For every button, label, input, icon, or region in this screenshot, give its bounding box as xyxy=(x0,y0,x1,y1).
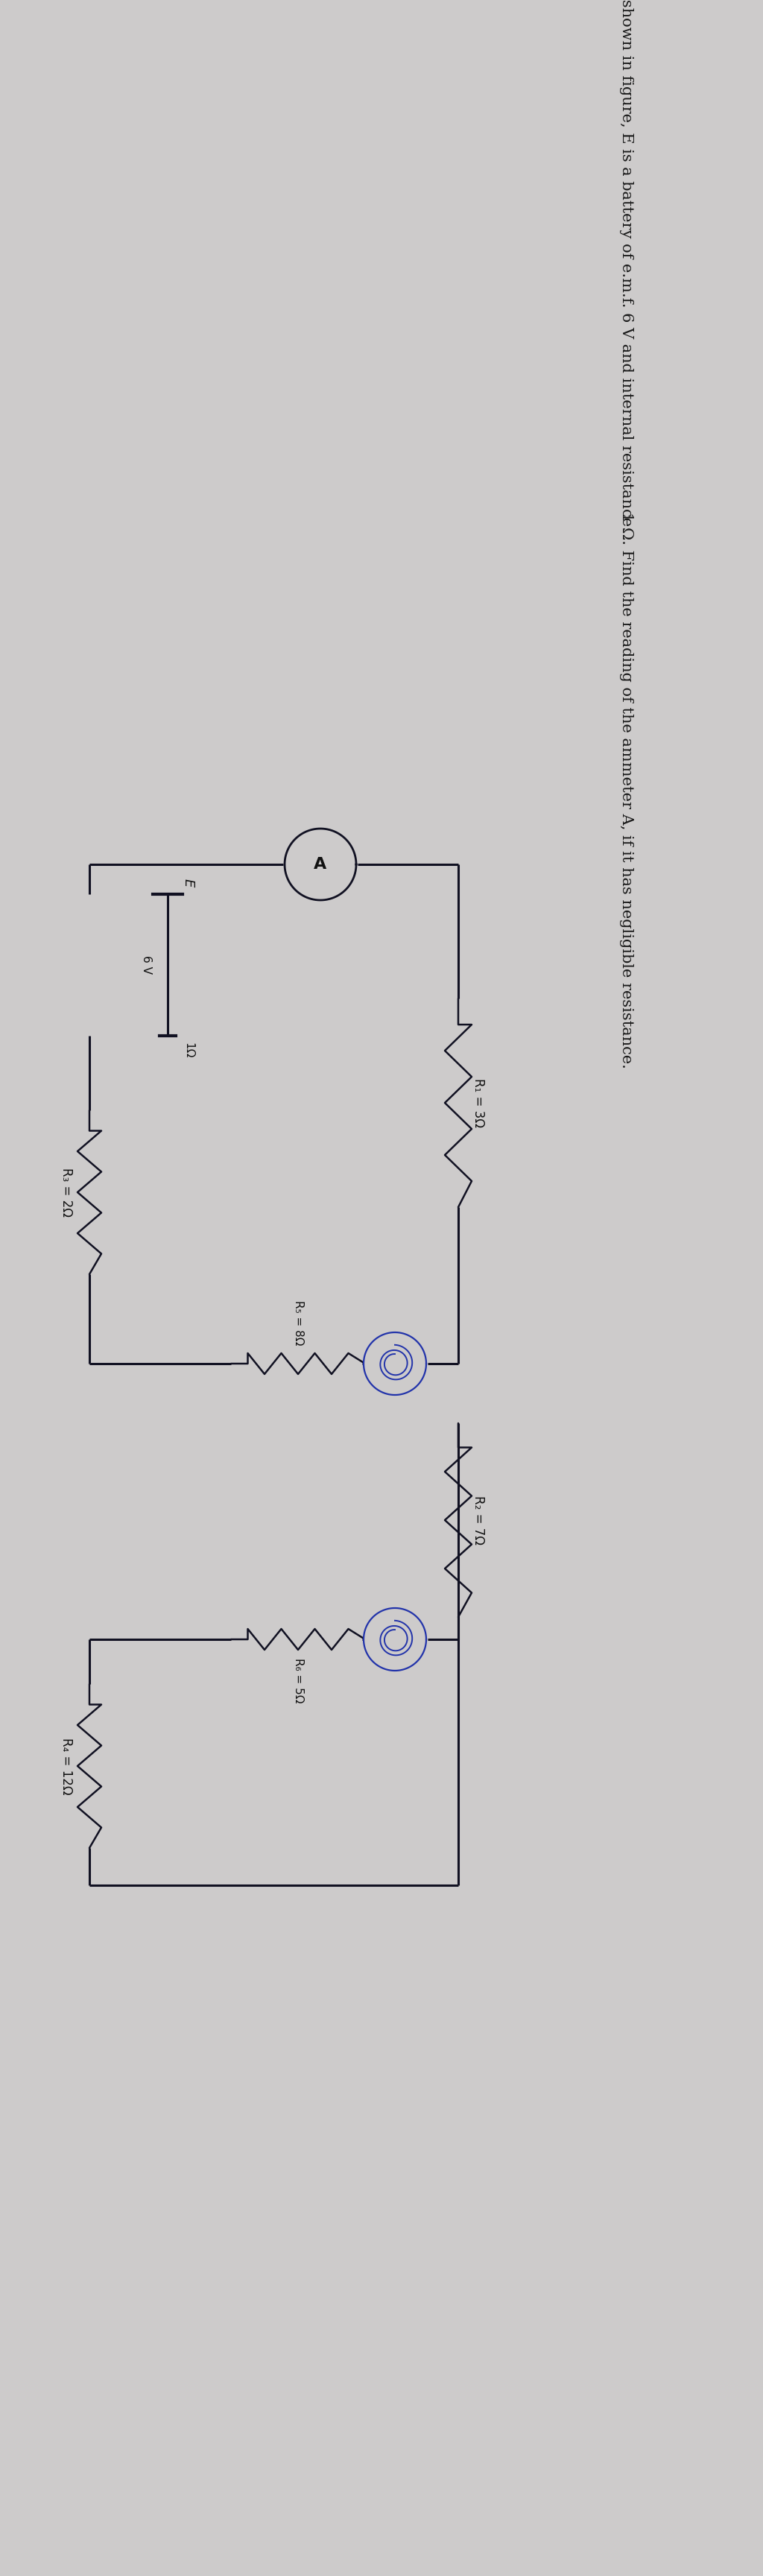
Text: 21. In the circuit shown in figure, E is a battery of e.m.f. 6 V and internal re: 21. In the circuit shown in figure, E is… xyxy=(619,0,633,526)
Text: E: E xyxy=(182,878,195,886)
Text: R₆ = 5Ω: R₆ = 5Ω xyxy=(292,1659,304,1703)
Text: 6 V: 6 V xyxy=(141,956,153,974)
Polygon shape xyxy=(364,1332,427,1396)
Text: 1Ω: 1Ω xyxy=(183,1043,194,1059)
Text: R₁ = 3Ω: R₁ = 3Ω xyxy=(472,1079,485,1128)
Text: R₃ = 2Ω: R₃ = 2Ω xyxy=(60,1167,73,1216)
Text: R₂ = 7Ω: R₂ = 7Ω xyxy=(472,1497,485,1546)
Polygon shape xyxy=(364,1607,427,1672)
Text: R₅ = 8Ω: R₅ = 8Ω xyxy=(292,1301,304,1345)
Text: R₄ = 12Ω: R₄ = 12Ω xyxy=(60,1736,73,1795)
Text: 1 Ω. Find the reading of the ammeter A, if it has negligible resistance.: 1 Ω. Find the reading of the ammeter A, … xyxy=(619,513,633,1069)
Polygon shape xyxy=(285,829,356,899)
Text: A: A xyxy=(314,858,327,871)
